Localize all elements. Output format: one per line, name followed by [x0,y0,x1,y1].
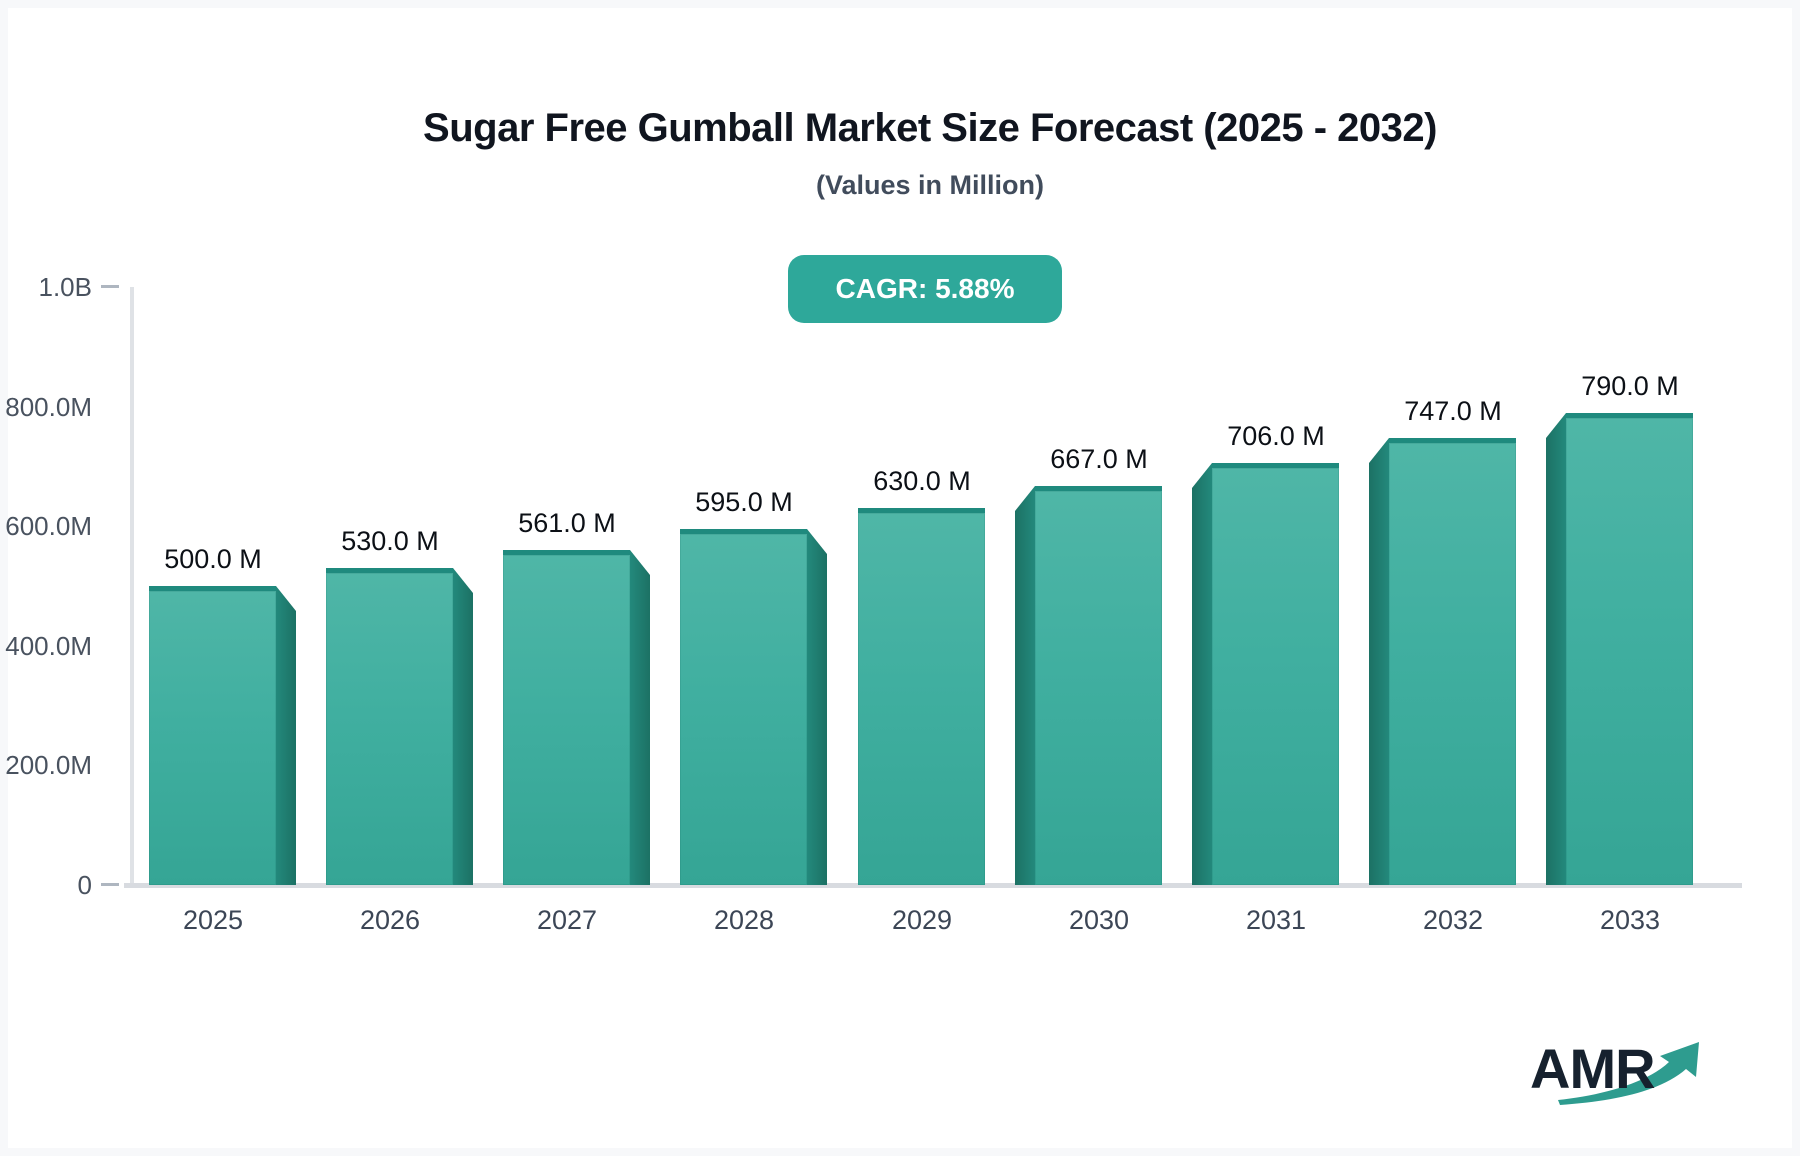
x-axis-label: 2032 [1422,905,1484,935]
y-axis-label: 200.0M [5,750,92,780]
bar-value-label: 747.0 M [1404,396,1502,426]
bar-side [1015,486,1035,885]
y-axis-label: 0 [77,870,92,900]
x-axis-label: 2030 [1068,905,1130,935]
bar-2026[interactable] [326,568,453,885]
growth-arrow-icon [1558,1042,1699,1105]
y-axis-label: 800.0M [5,392,92,422]
amr-logo-text: AMR [1530,1037,1656,1100]
bar-value-label: 790.0 M [1581,371,1679,401]
bar-value-label: 630.0 M [873,466,971,496]
y-axis-tick [101,883,119,886]
bar-value-label: 706.0 M [1227,421,1325,451]
bar-2028[interactable] [680,529,807,885]
amr-logo[interactable]: AMR [1530,1036,1715,1110]
chart-title: Sugar Free Gumball Market Size Forecast … [423,106,1437,150]
x-axis-label: 2033 [1599,905,1661,935]
bar-value-label: 500.0 M [164,544,262,574]
bar-value-label: 530.0 M [341,526,439,556]
y-axis-label: 400.0M [5,631,92,661]
bar-value-label: 561.0 M [518,508,616,538]
x-axis-label: 2027 [536,905,598,935]
bar-2031[interactable] [1212,463,1339,885]
bar-2032[interactable] [1389,438,1516,885]
bar-side [630,550,650,885]
x-axis-label: 2029 [891,905,953,935]
y-axis-label: 600.0M [5,511,92,541]
bar-2030[interactable] [1035,486,1162,885]
bar-side [1192,463,1212,885]
bar-side [453,568,473,885]
bar-value-label: 667.0 M [1050,444,1148,474]
bar-side [276,586,296,885]
x-axis-label: 2025 [182,905,244,935]
bar-value-label: 595.0 M [695,487,793,517]
y-axis-tick [101,285,119,288]
bar-side [807,529,827,885]
bar-2027[interactable] [503,550,630,885]
cagr-badge: CAGR: 5.88% [788,255,1062,323]
x-axis-label: 2028 [713,905,775,935]
bar-2033[interactable] [1566,413,1693,885]
x-axis-label: 2031 [1245,905,1307,935]
x-axis-label: 2026 [359,905,421,935]
bar-2029[interactable] [858,508,985,885]
bar-2025[interactable] [149,586,276,885]
bar-side [1369,438,1389,885]
chart-subtitle: (Values in Million) [815,170,1045,200]
y-axis-line [130,287,134,887]
x-axis-line [124,883,1742,888]
y-axis-label: 1.0B [38,272,93,302]
bar-side [1546,413,1566,885]
